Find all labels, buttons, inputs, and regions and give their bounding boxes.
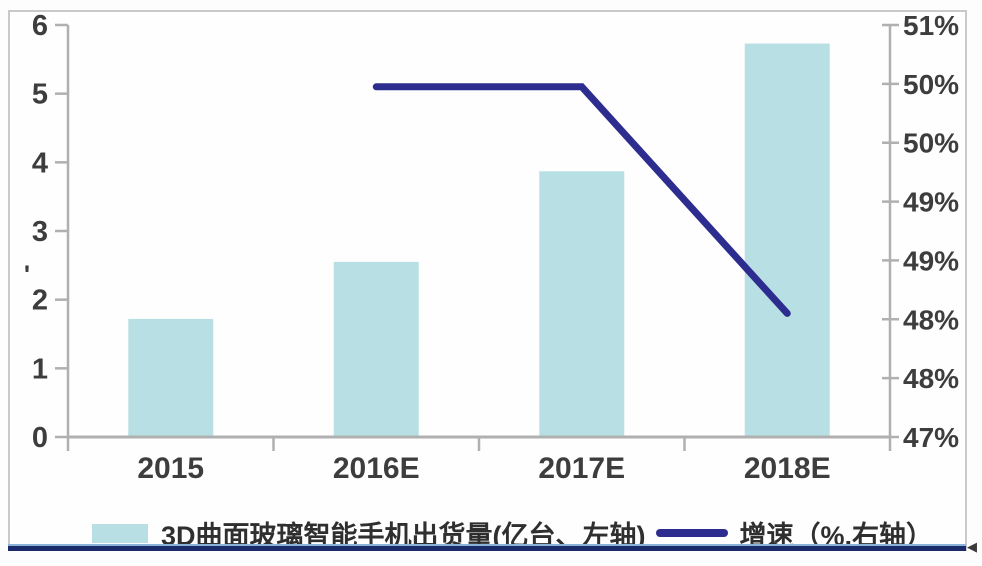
right-tick-label: 48% (903, 363, 959, 394)
combo-chart: 0 1 2 3 4 5 6 ' 47% 48% 48% 49% 49% 50% 50% 51% 2015 2016… (24, 10, 959, 485)
left-tick-label: 6 (32, 10, 48, 42)
x-label-2018E: 2018E (744, 452, 831, 485)
left-tick-label: 3 (32, 216, 48, 248)
left-tick-label: 0 (32, 422, 48, 454)
left-tick-label: 2 (32, 285, 48, 317)
right-tick-label: 48% (903, 304, 959, 335)
stray-mark: ' (24, 260, 30, 290)
bottom-divider (8, 544, 966, 551)
right-tick-label: 49% (903, 245, 959, 276)
left-tick-label: 4 (32, 147, 48, 179)
bar-legend-swatch (92, 523, 148, 543)
left-tick-label: 1 (32, 353, 48, 385)
x-label-2017E: 2017E (538, 452, 625, 485)
right-tick-label: 51% (903, 10, 959, 41)
right-tick-label: 47% (903, 422, 959, 453)
right-tick-label: 50% (903, 69, 959, 100)
bar-2015 (128, 318, 214, 437)
growth-line (372, 83, 791, 317)
bar-2016E (333, 261, 419, 437)
x-label-2016E: 2016E (333, 452, 420, 485)
bar-2017E (539, 171, 625, 437)
left-tick-label: 5 (32, 79, 48, 111)
right-tick-label: 49% (903, 187, 959, 218)
right-tick-label: 50% (903, 128, 959, 159)
bar-2018E (744, 43, 830, 437)
line-legend-swatch (655, 529, 728, 537)
x-label-2015: 2015 (137, 452, 204, 485)
divider-arrow-icon: ◀ (967, 539, 977, 554)
